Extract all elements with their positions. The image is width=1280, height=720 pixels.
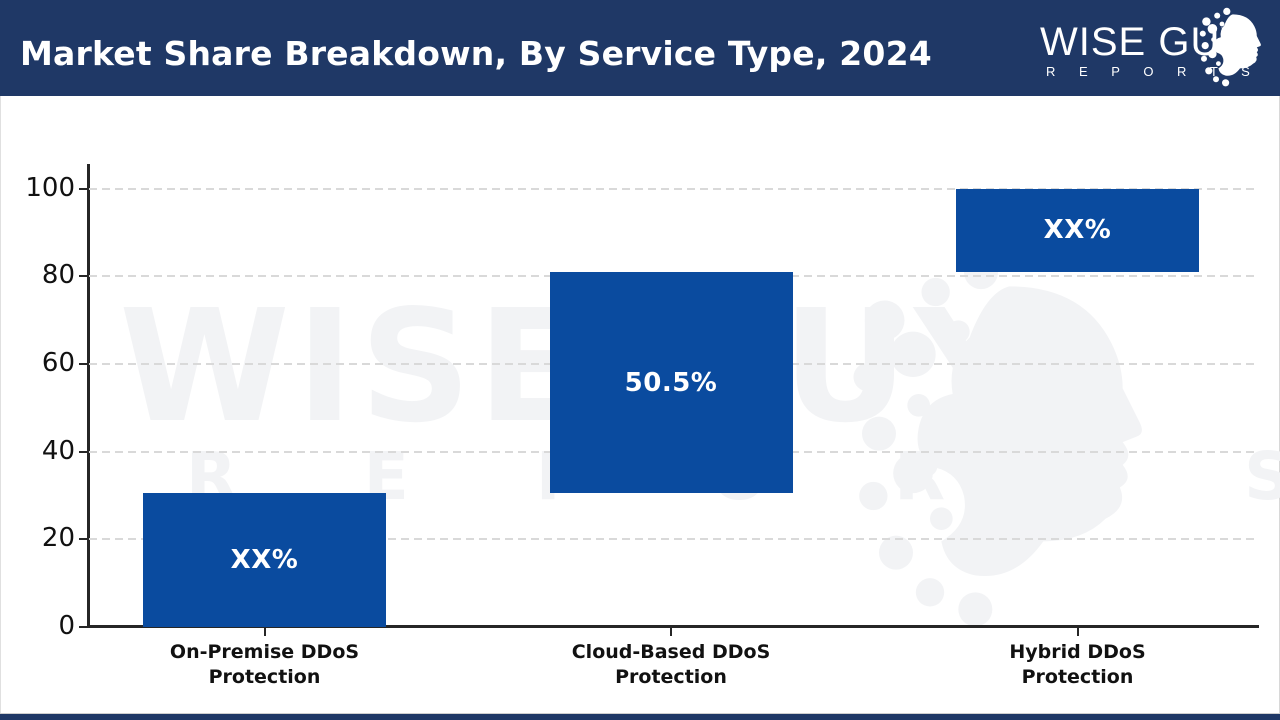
gridline [89, 538, 1256, 541]
bar-value-label: 50.5% [624, 367, 718, 398]
x-category-label-on-premise-ddos-protection: On-Premise DDoS Protection [95, 640, 435, 690]
y-tick-mark [79, 187, 87, 190]
gridline [89, 187, 1256, 190]
y-tick-mark [79, 362, 87, 365]
y-tick-mark [79, 450, 87, 453]
footer-bar [0, 714, 1280, 720]
x-axis-spine [87, 625, 1259, 628]
x-tick-mark [263, 628, 266, 636]
x-category-label-line: On-Premise DDoS [169, 641, 360, 663]
brand-subtext: R E P O R T S [1046, 64, 1260, 79]
x-category-label-line: Hybrid DDoS [1009, 641, 1146, 663]
chart-canvas: WISE GUY R E P O R T S 020406080100XX%On… [0, 96, 1280, 713]
brand-logo: WISE GUY R E P O R T S [1012, 4, 1270, 94]
x-category-label-line: Protection [615, 666, 727, 688]
x-category-label-hybrid-ddos-protection: Hybrid DDoS Protection [908, 640, 1248, 690]
bar-cloud-based-ddos-protection: 50.5% [549, 271, 793, 494]
x-category-label-line: Protection [208, 666, 321, 688]
y-tick-label: 60 [41, 347, 75, 378]
bar-on-premise-ddos-protection: XX% [143, 493, 386, 627]
y-tick-mark [79, 275, 87, 278]
x-tick-mark [1076, 628, 1079, 636]
y-tick-label: 100 [25, 172, 75, 203]
header-bar: Market Share Breakdown, By Service Type,… [0, 0, 1280, 96]
x-tick-mark [670, 628, 672, 636]
bar-value-label: XX% [1043, 215, 1112, 246]
bar-hybrid-ddos-protection: XX% [956, 188, 1199, 272]
y-tick-mark [79, 538, 87, 541]
face-logo-icon [1199, 7, 1261, 87]
y-tick-label: 80 [41, 260, 75, 291]
x-category-label-line: Protection [1021, 666, 1134, 688]
page-title: Market Share Breakdown, By Service Type,… [20, 34, 932, 73]
y-tick-label: 20 [41, 523, 75, 554]
y-axis-spine [87, 164, 90, 628]
y-tick-label: 40 [41, 435, 75, 466]
y-tick-label: 0 [58, 611, 75, 641]
x-category-label-line: Cloud-Based DDoS [571, 641, 771, 663]
x-category-label-cloud-based-ddos-protection: Cloud-Based DDoS Protection [501, 640, 841, 690]
bar-value-label: XX% [230, 545, 299, 576]
y-tick-mark [79, 626, 87, 628]
bottom-hairline [0, 713, 1280, 714]
